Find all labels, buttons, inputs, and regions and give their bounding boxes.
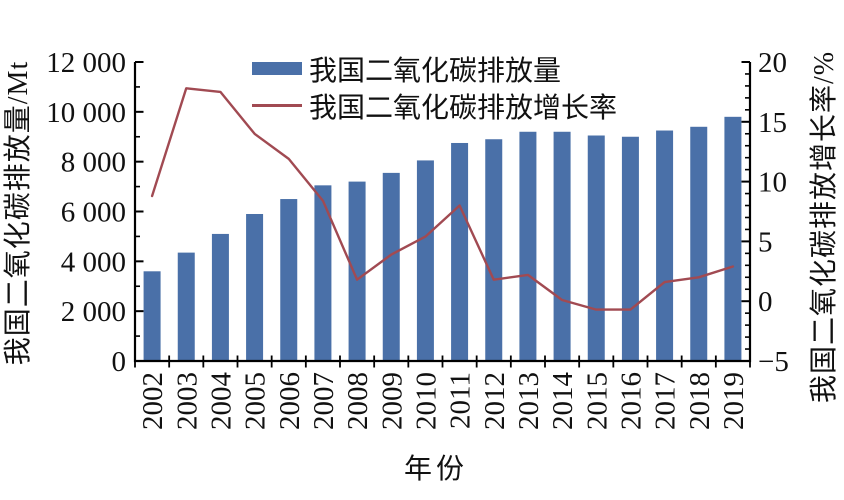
left-tick-label: 12 000 — [46, 47, 126, 79]
x-tick-label-2016: 2016 — [615, 372, 647, 430]
bar-2008 — [348, 181, 366, 361]
right-axis-title: 我国二氧化碳排放增长率/% — [809, 50, 840, 404]
legend-row-growth-rate: 我国二氧化碳排放增长率 — [252, 87, 617, 124]
left-tick-label: 0 — [112, 346, 127, 378]
bar-2019 — [724, 116, 742, 361]
x-tick-label-2004: 2004 — [205, 372, 237, 431]
bar-2004 — [211, 233, 229, 361]
right-tick-label: 0 — [758, 286, 773, 318]
x-tick-label-2003: 2003 — [171, 372, 203, 430]
x-tick-label-2009: 2009 — [376, 372, 408, 430]
bar-2018 — [690, 126, 708, 362]
bar-2017 — [656, 130, 674, 361]
x-tick-label-2019: 2019 — [718, 372, 750, 430]
bar-2006 — [280, 199, 298, 361]
growth-rate-line — [150, 87, 735, 311]
x-tick-label-2014: 2014 — [547, 372, 579, 431]
right-tick-label: 15 — [758, 107, 787, 139]
x-tick-label-2002: 2002 — [137, 372, 169, 430]
x-tick-label-2013: 2013 — [513, 372, 545, 430]
bar-2005 — [246, 213, 264, 361]
bar-2012 — [485, 139, 503, 361]
bar-2013 — [519, 131, 537, 361]
left-tick-label: 6 000 — [61, 197, 126, 229]
left-tick-label: 4 000 — [61, 246, 126, 278]
x-tick-label-2017: 2017 — [650, 372, 682, 430]
left-tick-label: 8 000 — [61, 147, 126, 179]
left-tick-label: 10 000 — [46, 97, 126, 129]
left-tick-label: 2 000 — [61, 296, 126, 328]
right-tick-label: 5 — [758, 226, 773, 258]
x-tick-label-2015: 2015 — [581, 372, 613, 430]
x-tick-label-2011: 2011 — [445, 372, 477, 429]
right-tick-label: 10 — [758, 167, 787, 199]
legend-bar-label: 我国二氧化碳排放量 — [309, 55, 562, 87]
bar-2010 — [416, 160, 434, 361]
legend-line-label: 我国二氧化碳排放增长率 — [309, 92, 618, 124]
x-tick-label-2008: 2008 — [342, 372, 374, 430]
legend: 我国二氧化碳排放量 我国二氧化碳排放增长率 — [252, 50, 617, 124]
legend-bar-swatch-icon — [252, 62, 302, 75]
x-axis-title: 年份 — [403, 454, 469, 485]
bar-2015 — [587, 135, 605, 361]
x-tick-label-2010: 2010 — [410, 372, 442, 430]
bar-2016 — [621, 136, 639, 361]
bar-2009 — [382, 172, 400, 361]
right-tick-label: −5 — [758, 346, 789, 378]
legend-line-swatch-icon — [252, 104, 302, 107]
x-tick-label-2012: 2012 — [479, 372, 511, 430]
x-tick-label-2018: 2018 — [684, 372, 716, 430]
bar-2011 — [451, 142, 469, 361]
bar-2003 — [177, 252, 195, 361]
bar-2014 — [553, 131, 571, 361]
bar-2007 — [314, 185, 332, 361]
right-tick-label: 20 — [758, 47, 787, 79]
left-axis-title: 我国二氧化碳排放量/Mt — [3, 60, 34, 366]
x-tick-label-2007: 2007 — [308, 372, 340, 430]
x-tick-label-2005: 2005 — [240, 372, 272, 430]
bar-2002 — [143, 271, 161, 361]
legend-row-emissions: 我国二氧化碳排放量 — [252, 50, 617, 87]
x-tick-label-2006: 2006 — [274, 372, 306, 430]
